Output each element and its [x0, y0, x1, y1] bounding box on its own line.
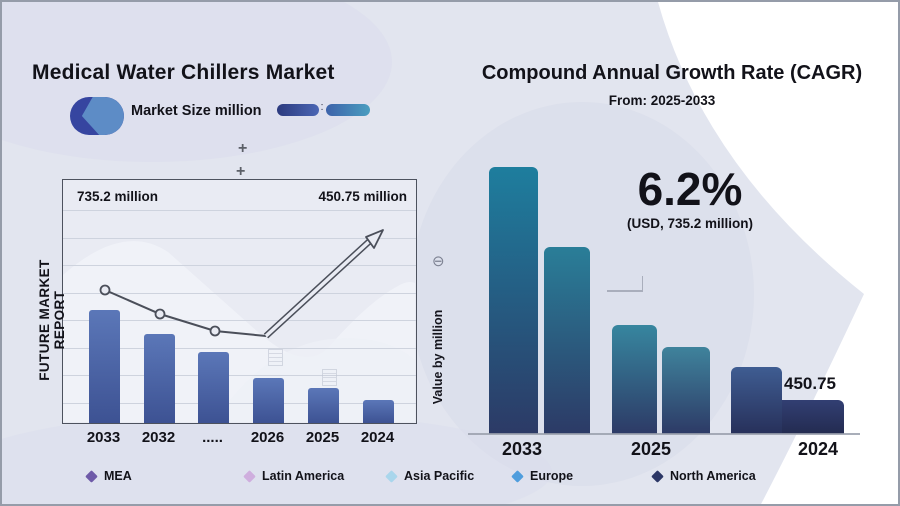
step-bracket-decoration	[607, 290, 643, 292]
min-value-label: 450.75 million	[318, 189, 407, 204]
asia-pacific-diamond-icon	[385, 469, 398, 483]
bar	[731, 367, 782, 434]
x-axis-tick-label: 2024	[360, 429, 395, 446]
x-axis-tick-label: .....	[202, 429, 223, 446]
gridline	[63, 237, 416, 239]
bar	[144, 334, 175, 423]
europe-diamond-icon	[511, 469, 524, 483]
value-axis-label: Value by million	[431, 309, 445, 405]
future-market-report-watermark: FUTURE MARKET REPORT	[37, 259, 67, 381]
pill-colon: :	[320, 101, 324, 113]
page-title: Medical Water Chillers Market	[32, 61, 335, 84]
gridline	[63, 210, 416, 211]
gridline	[63, 292, 416, 294]
step-bracket-decoration	[641, 276, 643, 291]
bar	[612, 325, 657, 434]
bar	[363, 400, 394, 423]
trend-line-with-arrow	[99, 229, 384, 339]
legend-label: Europe	[530, 469, 574, 483]
market-size-capsule-icon	[70, 97, 124, 135]
legend-item: Asia Pacific	[385, 468, 475, 484]
bar	[89, 310, 120, 423]
cagr-note: (USD, 735.2 million)	[626, 216, 754, 231]
bar	[662, 347, 710, 434]
market-size-chart: 735.2 million 450.75 million	[62, 179, 417, 424]
bar	[198, 352, 229, 423]
max-value-label: 735.2 million	[77, 189, 159, 204]
x-axis-tick-label: 2033	[86, 429, 121, 446]
document-watermark-icon	[322, 369, 337, 386]
x-axis-tick-label: 2025	[305, 429, 340, 446]
capsule-highlight	[81, 97, 124, 135]
market-size-legend-label: Market Size million	[131, 103, 262, 119]
cagr-percentage: 6.2%	[637, 163, 743, 215]
legend-label: North America	[670, 469, 756, 483]
bar	[253, 378, 284, 423]
mini-pill-icon-right	[326, 104, 370, 116]
x-axis-line	[468, 433, 860, 435]
north-america-diamond-icon	[651, 469, 664, 483]
plus-mark-icon: +	[236, 163, 246, 180]
legend-label: Latin America	[262, 469, 345, 483]
legend-item: MEA	[85, 468, 132, 484]
plus-mark-icon: +	[238, 140, 248, 157]
cagr-bar-chart	[462, 152, 862, 434]
x-axis-tick-label: 2024	[797, 439, 839, 459]
bar	[782, 400, 844, 434]
bar	[544, 247, 590, 434]
x-axis-tick-label: 2026	[250, 429, 285, 446]
bar-value-label: 450.75	[784, 374, 836, 393]
x-axis-tick-label: 2025	[630, 439, 672, 459]
gridline	[63, 320, 416, 321]
bar	[489, 167, 538, 434]
legend-label: Asia Pacific	[404, 469, 475, 483]
mea-diamond-icon	[85, 469, 98, 483]
legend-item: Latin America	[243, 468, 345, 484]
latin-america-diamond-icon	[243, 469, 256, 483]
document-watermark-icon	[268, 349, 283, 366]
legend-label: MEA	[104, 469, 132, 483]
legend-item: North America	[651, 468, 756, 484]
x-axis-tick-label: 2032	[141, 429, 176, 446]
minus-circle-icon: ⊖	[432, 253, 445, 270]
mini-pill-icon-left	[277, 104, 319, 116]
x-axis-tick-label: 2033	[501, 439, 543, 459]
x-axis-labels: 2033 2032..... 2026 2025 2024	[62, 429, 417, 449]
gridline	[63, 347, 416, 349]
legend-item: Europe	[511, 468, 574, 484]
gridline	[63, 375, 416, 376]
cagr-title: Compound Annual Growth Rate (CAGR)	[481, 62, 863, 84]
cagr-subtitle: From: 2025-2033	[608, 93, 716, 108]
gridline	[63, 265, 416, 266]
bar	[308, 388, 339, 423]
gridline	[63, 402, 416, 404]
